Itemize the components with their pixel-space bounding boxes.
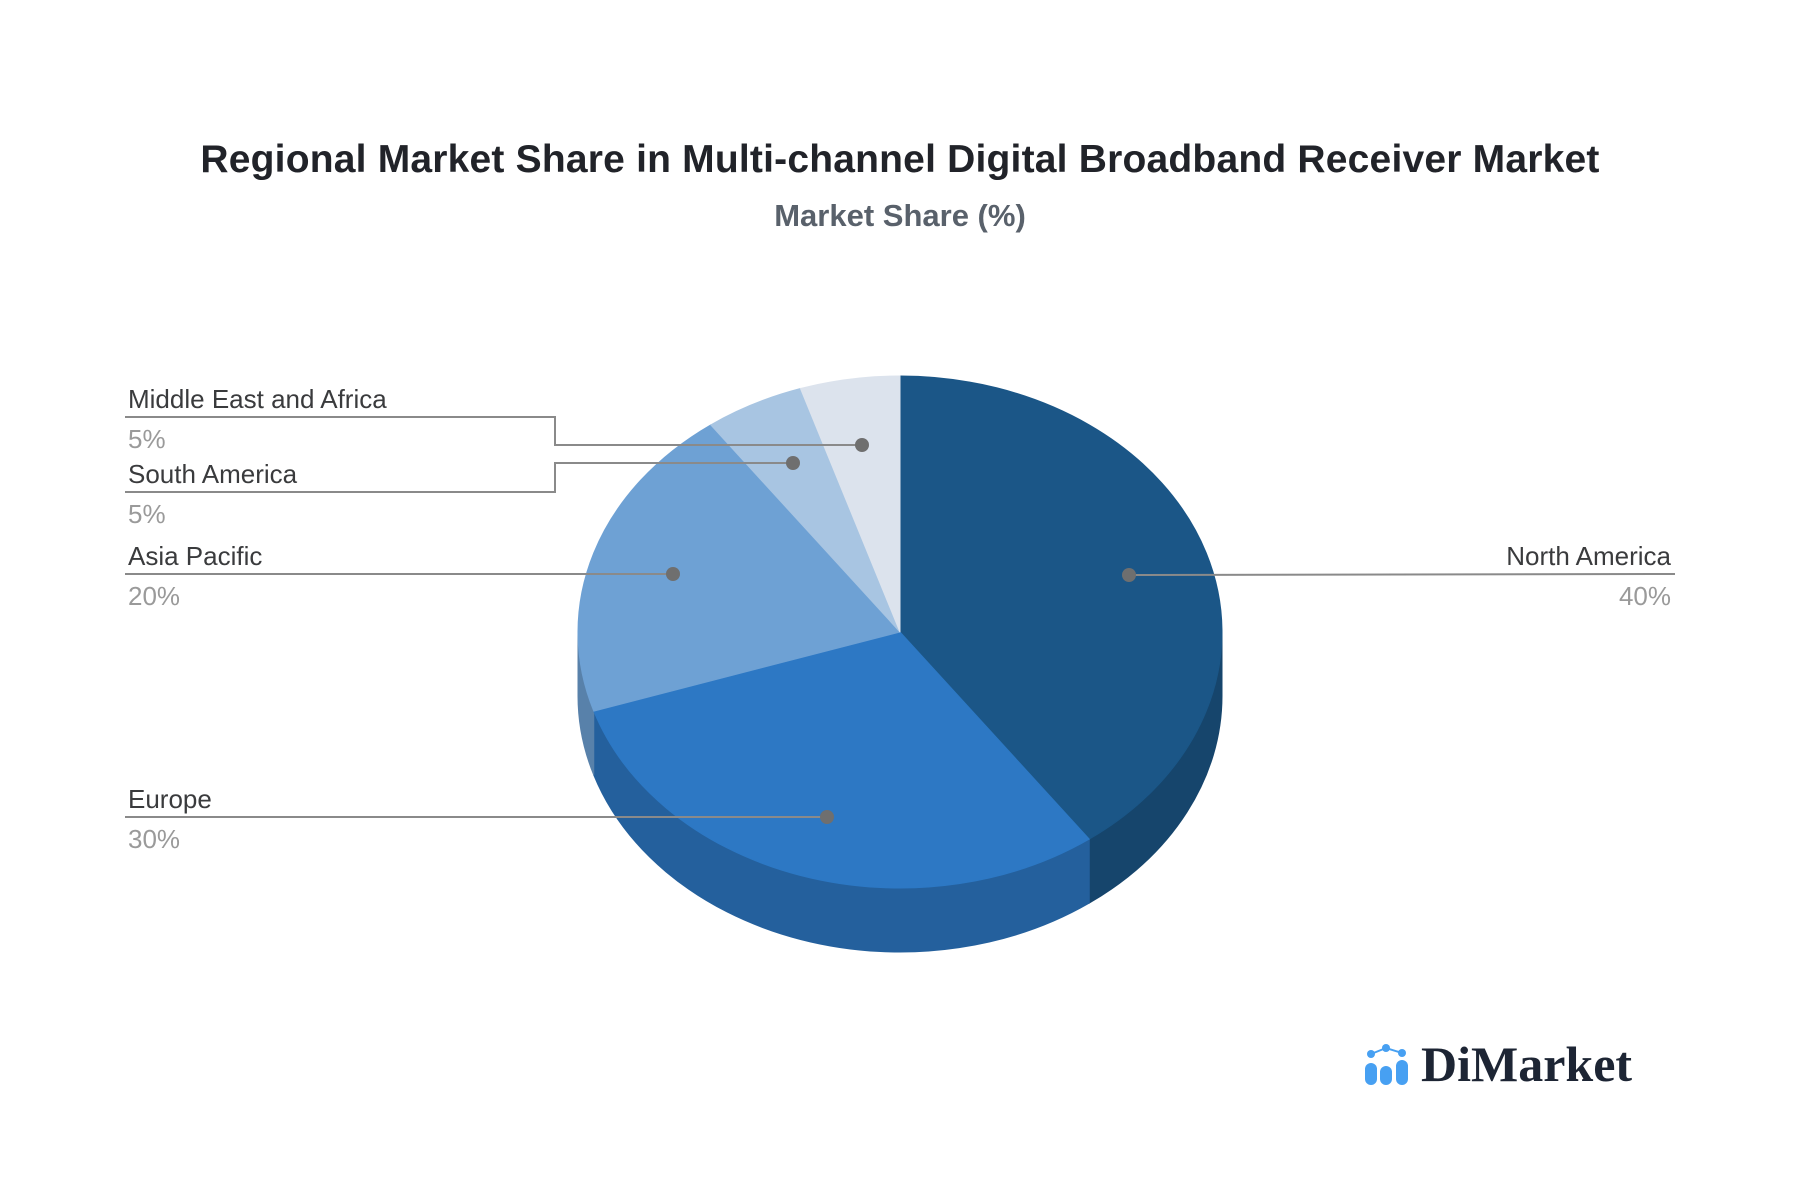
brand-logo: DiMarket [1363, 1038, 1632, 1090]
leader-line-south-america [125, 462, 793, 493]
callout-value-south-america: 5% [128, 499, 166, 529]
leader-line-middle-east-and-africa [125, 416, 862, 446]
leader-line-north-america [1128, 573, 1676, 576]
callout-label-europe: Europe [128, 784, 212, 814]
pie-slice-asia-pacific[interactable] [577, 424, 901, 712]
chart-subtitle: Market Share (%) [774, 198, 1026, 233]
bar-line-chart-icon [1365, 1044, 1408, 1085]
callout-value-asia-pacific: 20% [128, 581, 181, 611]
leader-dot-asia-pacific [666, 567, 680, 581]
pie-slice-europe[interactable] [593, 631, 1091, 889]
callout-label-south-america: South America [128, 459, 298, 489]
callout-value-middle-east-and-africa: 5% [128, 424, 166, 454]
pie-slice-north-america[interactable] [899, 375, 1223, 840]
leader-dot-north-america [1122, 568, 1136, 582]
callout-value-north-america: 40% [1618, 581, 1671, 611]
callout-value-europe: 30% [128, 824, 181, 854]
callout-label-asia-pacific: Asia Pacific [128, 541, 263, 571]
pie-slice-middle-east-and-africa[interactable] [799, 375, 901, 633]
leader-dot-europe [820, 810, 834, 824]
logo-text: DiMarket [1421, 1036, 1633, 1092]
leader-dot-middle-east-and-africa [855, 438, 869, 452]
chart-title: Regional Market Share in Multi-channel D… [200, 138, 1600, 181]
callout-label-north-america: North America [1506, 541, 1671, 571]
leader-dot-south-america [786, 456, 800, 470]
callout-label-middle-east-and-africa: Middle East and Africa [128, 384, 387, 414]
